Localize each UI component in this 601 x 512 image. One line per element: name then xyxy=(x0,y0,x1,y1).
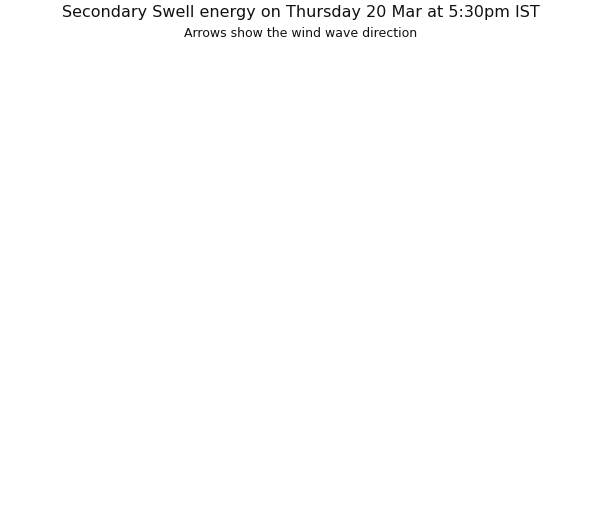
Text: Arrows show the wind wave direction: Arrows show the wind wave direction xyxy=(184,27,417,39)
Text: Secondary Swell energy on Thursday 20 Mar at 5:30pm IST: Secondary Swell energy on Thursday 20 Ma… xyxy=(62,5,539,20)
